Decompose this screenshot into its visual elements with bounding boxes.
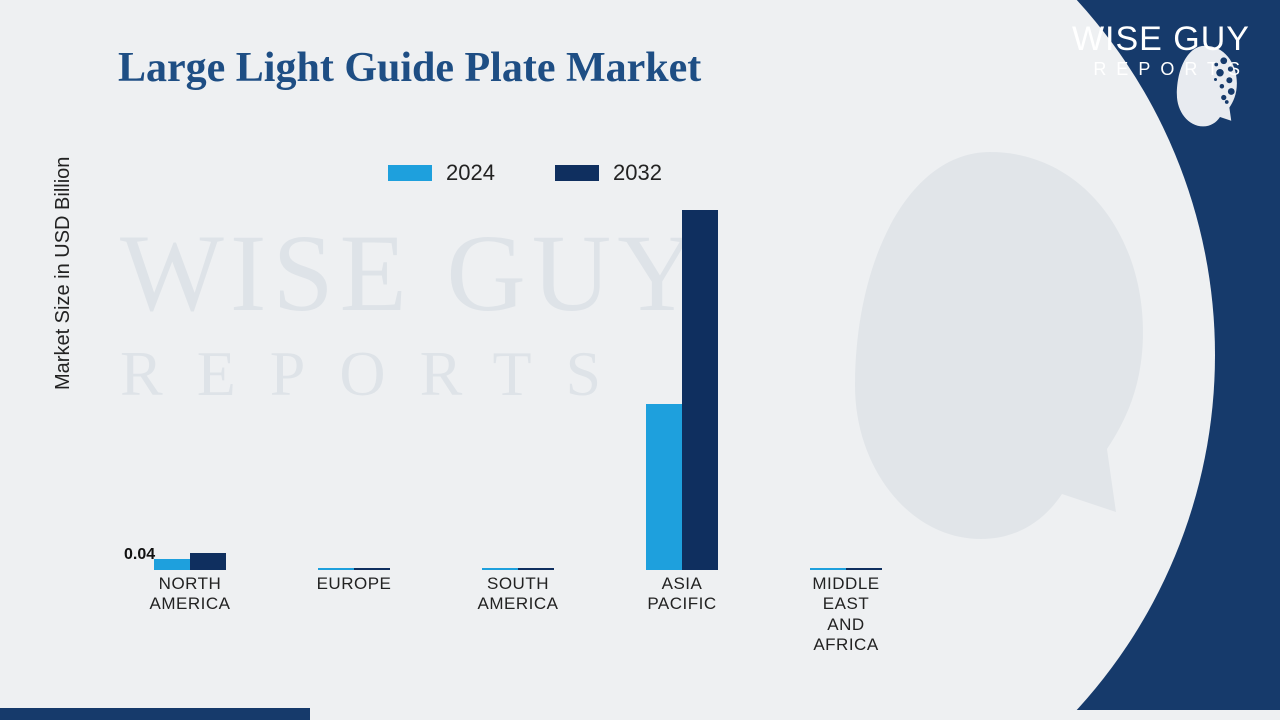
value-label: 0.04 xyxy=(124,546,155,564)
bar-2032 xyxy=(682,210,718,570)
brand-head-icon xyxy=(1160,42,1250,132)
legend-item-2032: 2032 xyxy=(555,160,662,186)
bar-2032 xyxy=(846,568,882,570)
bar-2024 xyxy=(810,568,846,570)
y-axis-label: Market Size in USD Billion xyxy=(52,157,75,390)
brand-logo: WISE GUY REPORTS xyxy=(1072,22,1250,79)
x-axis-labels: NORTHAMERICA EUROPE SOUTHAMERICA ASIAPACIFI… xyxy=(120,574,940,664)
bar-2032 xyxy=(518,568,554,570)
legend-label-2032: 2032 xyxy=(613,160,662,186)
bottom-accent-bar xyxy=(0,708,310,720)
chart-legend: 2024 2032 xyxy=(100,160,950,186)
bar-group xyxy=(776,568,916,570)
bar-group xyxy=(284,568,424,570)
bar-group xyxy=(612,210,752,570)
x-tick-label: MIDDLEEASTANDAFRICA xyxy=(776,574,916,656)
x-tick-label: EUROPE xyxy=(284,574,424,594)
bar-2024 xyxy=(646,404,682,570)
legend-item-2024: 2024 xyxy=(388,160,495,186)
legend-swatch-2024 xyxy=(388,165,432,181)
legend-swatch-2032 xyxy=(555,165,599,181)
bar-2032 xyxy=(354,568,390,570)
plot-area: 0.04 xyxy=(120,210,940,570)
chart-title: Large Light Guide Plate Market xyxy=(118,44,701,92)
legend-label-2024: 2024 xyxy=(446,160,495,186)
bar-2024 xyxy=(154,559,190,570)
bar-2032 xyxy=(190,553,226,570)
x-tick-label: ASIAPACIFIC xyxy=(612,574,752,615)
bar-2024 xyxy=(482,568,518,570)
infographic-canvas: WISE GUY REPORTS Large Light Guide Plate… xyxy=(0,0,1280,720)
x-tick-label: NORTHAMERICA xyxy=(120,574,260,615)
bar-group: 0.04 xyxy=(120,553,260,570)
bar-2024 xyxy=(318,568,354,570)
x-tick-label: SOUTHAMERICA xyxy=(448,574,588,615)
bar-chart: Market Size in USD Billion 2024 2032 0.0… xyxy=(100,160,950,660)
bar-group xyxy=(448,568,588,570)
